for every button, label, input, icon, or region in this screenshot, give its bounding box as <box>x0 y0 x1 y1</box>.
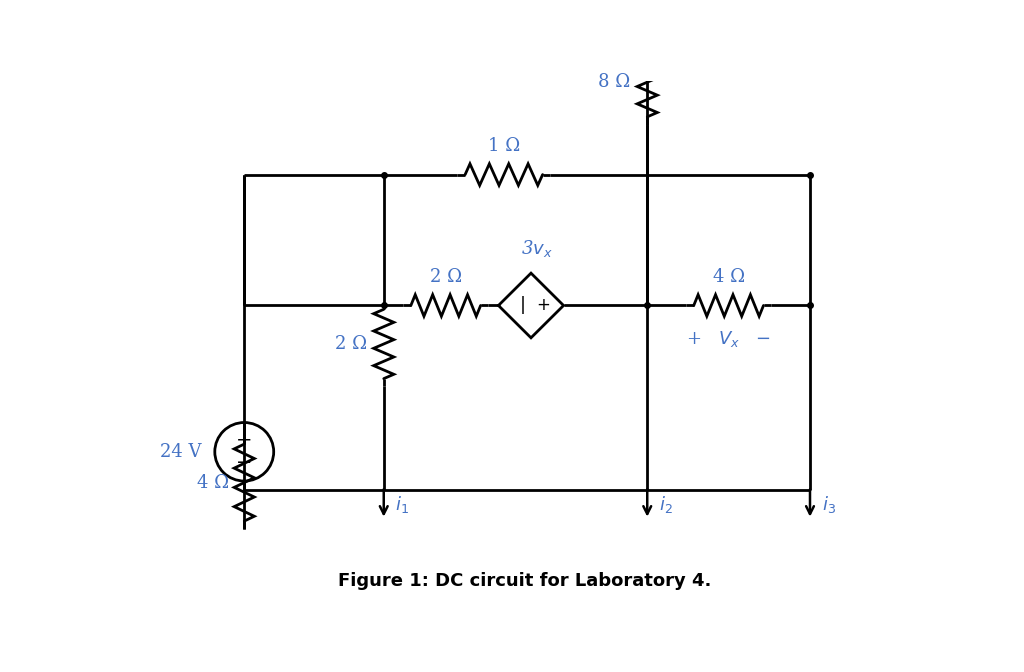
Text: −: − <box>237 453 253 472</box>
Text: |: | <box>520 296 526 314</box>
Text: $i_{3}$: $i_{3}$ <box>821 494 836 515</box>
Text: 1 Ω: 1 Ω <box>487 137 520 155</box>
Text: +   $V_x$   −: + $V_x$ − <box>686 329 771 349</box>
Text: +: + <box>236 431 253 450</box>
Text: 2 Ω: 2 Ω <box>335 335 367 353</box>
Text: 8 Ω: 8 Ω <box>598 73 630 91</box>
Text: 4 Ω: 4 Ω <box>197 474 228 492</box>
Text: 4 Ω: 4 Ω <box>713 268 744 286</box>
Text: 2 Ω: 2 Ω <box>430 268 462 286</box>
Text: $i_{2}$: $i_{2}$ <box>658 494 673 515</box>
Text: 24 V: 24 V <box>160 443 202 461</box>
Text: Figure 1: DC circuit for Laboratory 4.: Figure 1: DC circuit for Laboratory 4. <box>338 572 712 590</box>
Text: +: + <box>537 296 550 314</box>
Text: 3$v_x$: 3$v_x$ <box>521 239 553 259</box>
Text: $i_{1}$: $i_{1}$ <box>395 494 410 515</box>
